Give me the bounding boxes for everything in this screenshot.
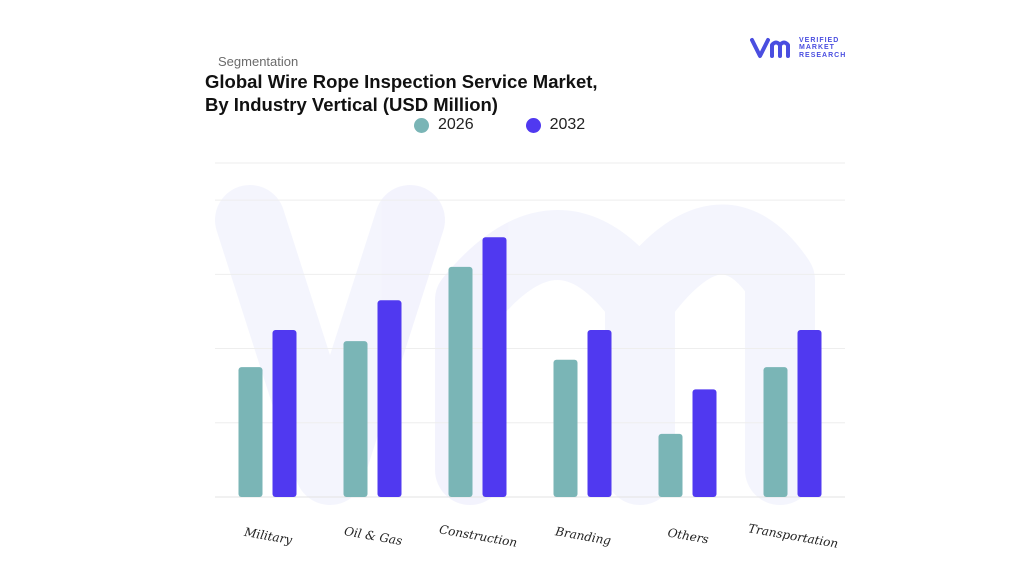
chart-title-line-2: By Industry Vertical (USD Million) [205, 94, 498, 115]
bar-2032-construction [482, 237, 507, 497]
bar-2026-military [238, 367, 263, 497]
bar-2032-others [692, 389, 717, 497]
logo-text-line-2: MARKET [799, 44, 835, 52]
logo-wordmark: VERIFIED MARKET RESEARCH [799, 37, 846, 60]
x-tick-label: Transportation [747, 521, 839, 551]
chart-title: Global Wire Rope Inspection Service Mark… [205, 70, 598, 116]
bar-2032-branding [587, 330, 612, 497]
segment-label: Segmentation [218, 54, 299, 69]
legend-item-2026: 2026 [414, 116, 474, 134]
logo-text-line-3: RESEARCH [799, 51, 847, 59]
x-tick-label: Construction [438, 522, 518, 549]
bar-2026-branding [553, 359, 578, 497]
chart-title-line-1: Global Wire Rope Inspection Service Mark… [205, 71, 598, 92]
bar-2032-military [272, 330, 297, 497]
bars [238, 237, 822, 497]
bar-2026-transportation [763, 367, 788, 497]
bar-2032-transportation [797, 330, 822, 497]
brand-logo: VERIFIED MARKET RESEARCH [750, 36, 846, 60]
bar-2026-oil-gas [343, 341, 368, 497]
bar-2032-oil-gas [377, 300, 402, 497]
x-tick-label: Oil & Gas [343, 524, 403, 548]
bar-2026-construction [448, 266, 473, 497]
legend-swatch-2026 [414, 117, 429, 133]
legend-item-2032: 2032 [525, 116, 586, 134]
x-tick-label: Others [667, 526, 710, 547]
legend-swatch-2032 [525, 117, 541, 133]
legend-label-2026: 2026 [438, 116, 474, 133]
x-axis-labels: Military Oil & Gas Construction Branding Oth… [242, 521, 839, 551]
vmr-logo-icon [750, 38, 790, 58]
gridlines [215, 162, 845, 498]
chart-legend: 2026 2032 [414, 116, 637, 134]
legend-label-2032: 2032 [549, 116, 586, 133]
logo-text-line-1: VERIFIED [799, 36, 840, 44]
x-tick-label: Branding [553, 524, 612, 548]
x-tick-label: Military [242, 525, 293, 547]
bar-2026-others [658, 433, 683, 497]
